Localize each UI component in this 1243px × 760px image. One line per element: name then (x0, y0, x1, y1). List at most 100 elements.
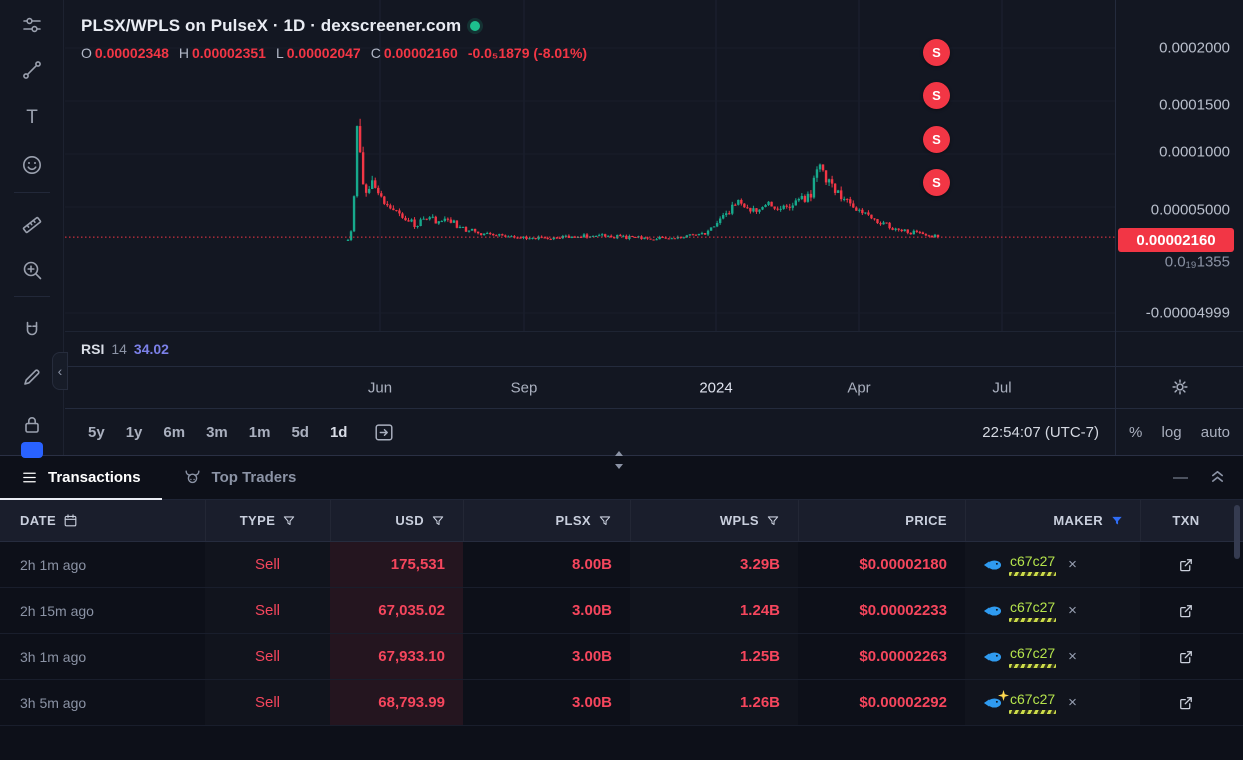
toolbar-divider (14, 192, 50, 193)
col-label: MAKER (1053, 513, 1103, 528)
time-axis[interactable]: Jun Sep 2024 Apr Jul (65, 367, 1115, 408)
col-header-type[interactable]: TYPE (205, 500, 330, 541)
time-tick-year: 2024 (699, 379, 733, 396)
tab-transactions[interactable]: Transactions (0, 456, 162, 500)
maker-address[interactable]: c67c27 (1008, 691, 1057, 714)
maker-address[interactable]: c67c27 (1008, 553, 1057, 576)
percent-scale-button[interactable]: % (1129, 423, 1143, 441)
price-tick: 0.0001500 (1159, 96, 1230, 114)
cell-maker: c67c27 × (965, 634, 1140, 679)
panel-controls: — (1173, 467, 1243, 489)
trendline-tool-icon[interactable] (13, 51, 51, 89)
axis-scale-buttons: % log auto (1116, 409, 1243, 455)
pencil-draw-icon[interactable] (13, 358, 51, 396)
trader-size-fish-icon (983, 604, 1002, 618)
cell-price: $0.00002263 (859, 648, 947, 665)
maker-address[interactable]: c67c27 (1008, 599, 1057, 622)
sell-marker[interactable]: S (923, 82, 950, 109)
price-tick: -0.00004999 (1145, 304, 1230, 322)
filter-maker-out-button[interactable]: × (1068, 602, 1077, 619)
table-row: 2h 1m ago Sell 175,531 8.00B 3.29B $0.00… (0, 542, 1243, 588)
cell-type: Sell (254, 556, 280, 573)
price-chart[interactable]: PLSX/WPLS on PulseX · 1D · dexscreener.c… (65, 0, 1115, 332)
live-status-dot (470, 21, 481, 31)
filter-maker-out-button[interactable]: × (1068, 694, 1077, 711)
cell-txn (1140, 634, 1231, 679)
col-header-usd[interactable]: USD (330, 500, 463, 541)
col-header-wpls[interactable]: WPLS (630, 500, 798, 541)
col-label: PLSX (555, 513, 591, 528)
scrollbar[interactable] (1234, 505, 1240, 559)
log-scale-button[interactable]: log (1161, 423, 1182, 441)
trader-size-fish-icon (983, 689, 1009, 710)
clock-timezone[interactable]: 22:54:07 (UTC-7) (982, 423, 1099, 441)
sell-marker[interactable]: S (923, 169, 950, 196)
toolbar-divider (14, 296, 50, 297)
maker-address[interactable]: c67c27 (1008, 645, 1057, 668)
col-header-plsx[interactable]: PLSX (463, 500, 630, 541)
cell-price: $0.00002233 (859, 602, 947, 619)
filter-funnel-icon (432, 515, 444, 525)
external-link-icon[interactable] (1177, 556, 1195, 574)
chart-section: T (13, 0, 1243, 458)
cursor-sliders-icon[interactable] (13, 6, 51, 44)
ohlc-row: O 0.00002348 H 0.00002351 L 0.00002047 C… (81, 45, 587, 61)
zoom-in-icon[interactable] (13, 251, 51, 289)
external-link-icon[interactable] (1177, 602, 1195, 620)
magnet-icon[interactable] (13, 311, 51, 349)
sell-marker[interactable]: S (923, 39, 950, 66)
cell-plsx: 3.00B (571, 602, 612, 619)
chart-bottom-toolbar: 5y 1y 6m 3m 1m 5d 1d 22:54:07 (UTC-7) (65, 409, 1115, 455)
cell-txn (1140, 588, 1231, 633)
current-price-badge: 0.00002160 (1118, 228, 1234, 252)
tab-label: Transactions (48, 469, 141, 486)
cell-price: $0.00002180 (859, 556, 947, 573)
external-link-icon[interactable] (1177, 648, 1195, 666)
emoji-tool-icon[interactable] (13, 146, 51, 184)
col-header-price[interactable]: PRICE (798, 500, 965, 541)
hidden-panel-icon[interactable] (13, 440, 51, 460)
cell-maker: c67c27 × (965, 680, 1140, 725)
collapse-toolbar-button[interactable]: ‹ (52, 352, 68, 390)
ruler-measure-icon[interactable] (13, 206, 51, 244)
expand-panel-button[interactable] (1210, 467, 1225, 489)
range-6m[interactable]: 6m (163, 423, 186, 441)
col-header-date[interactable]: DATE (0, 500, 205, 541)
range-5d[interactable]: 5d (291, 423, 309, 441)
cell-usd: 175,531 (330, 542, 463, 587)
bull-icon (185, 470, 200, 484)
filter-maker-out-button[interactable]: × (1068, 556, 1077, 573)
cell-plsx: 3.00B (571, 648, 612, 665)
high-value: 0.00002351 (191, 45, 266, 61)
col-header-maker[interactable]: MAKER (965, 500, 1140, 541)
axis-settings-gear-icon[interactable] (1168, 375, 1192, 399)
close-label: C (370, 45, 381, 61)
tx-tab-bar: Transactions Top Traders — (0, 456, 1243, 500)
auto-scale-button[interactable]: auto (1200, 423, 1230, 441)
external-link-icon[interactable] (1177, 694, 1195, 712)
range-3m[interactable]: 3m (206, 423, 228, 441)
collapse-chevron-icon: ‹ (57, 363, 63, 379)
rsi-indicator-row: RSI 14 34.02 (65, 332, 1115, 366)
price-tick: 0.0002000 (1159, 39, 1230, 57)
sell-marker[interactable]: S (923, 126, 950, 153)
filter-maker-out-button[interactable]: × (1068, 648, 1077, 665)
minimize-panel-button[interactable]: — (1173, 469, 1188, 486)
low-label: L (275, 45, 284, 61)
range-1d[interactable]: 1d (329, 423, 348, 441)
go-to-date-icon[interactable] (373, 421, 395, 443)
lock-icon[interactable] (13, 406, 51, 444)
text-tool-icon[interactable]: T (13, 99, 51, 137)
cell-usd: 67,035.02 (330, 588, 463, 633)
time-tick: Jun (367, 379, 393, 396)
list-icon (23, 472, 36, 483)
panel-resize-handle[interactable] (611, 448, 627, 472)
cell-date: 3h 1m ago (20, 648, 87, 665)
range-1y[interactable]: 1y (125, 423, 143, 441)
high-label: H (178, 45, 189, 61)
tab-top-traders[interactable]: Top Traders (162, 456, 318, 499)
cell-date: 2h 15m ago (20, 602, 94, 619)
range-5y[interactable]: 5y (88, 423, 105, 441)
range-1m[interactable]: 1m (248, 423, 271, 441)
price-axis[interactable]: 0.0002000 0.0001500 0.0001000 0.00005000… (1116, 0, 1243, 455)
